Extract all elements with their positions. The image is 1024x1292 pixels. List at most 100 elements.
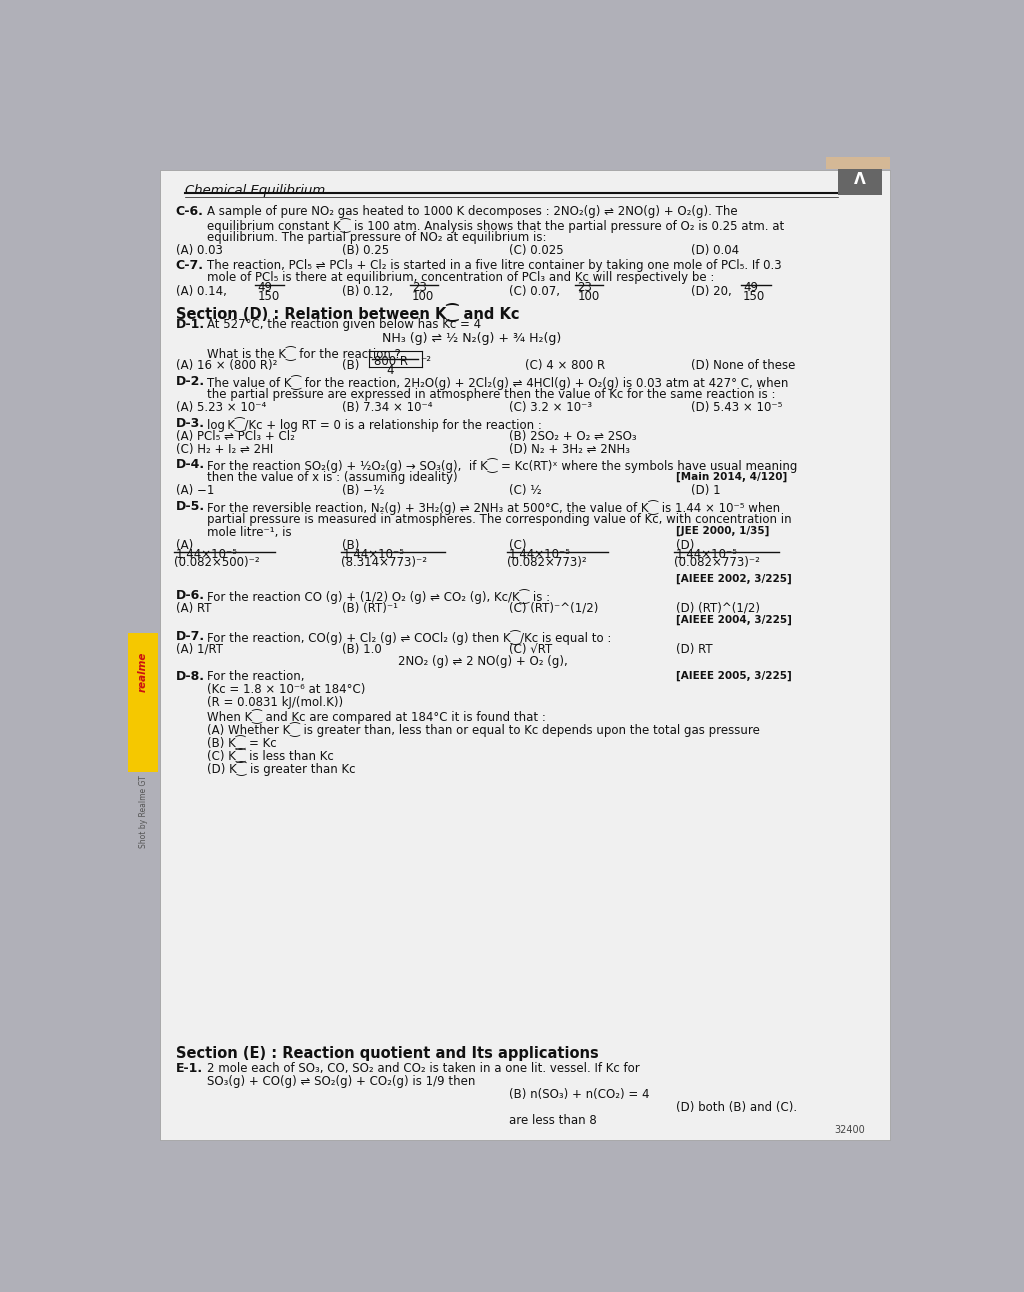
Text: (B) 0.25: (B) 0.25: [342, 244, 389, 257]
Text: mole litre⁻¹, is: mole litre⁻¹, is: [207, 526, 292, 539]
Text: (B) 0.12,: (B) 0.12,: [342, 286, 393, 298]
Text: When K⁐ and Kc are compared at 184°C it is found that :: When K⁐ and Kc are compared at 184°C it …: [207, 709, 546, 724]
Text: What is the K⁐ for the reaction ?: What is the K⁐ for the reaction ?: [207, 346, 401, 360]
Text: The value of K⁐ for the reaction, 2H₂O(g) + 2Cl₂(g) ⇌ 4HCl(g) + O₂(g) is 0.03 at: The value of K⁐ for the reaction, 2H₂O(g…: [207, 375, 788, 390]
FancyBboxPatch shape: [839, 165, 882, 195]
Text: [AIEEE 2004, 3/225]: [AIEEE 2004, 3/225]: [676, 615, 792, 625]
Text: 2 mole each of SO₃, CO, SO₂ and CO₂ is taken in a one lit. vessel. If Kc for: 2 mole each of SO₃, CO, SO₂ and CO₂ is t…: [207, 1062, 640, 1075]
Text: D-6.: D-6.: [176, 589, 205, 602]
Text: (C) K⁐ is less than Kc: (C) K⁐ is less than Kc: [207, 748, 334, 762]
Text: C-6.: C-6.: [176, 205, 204, 218]
Text: (A) 5.23 × 10⁻⁴: (A) 5.23 × 10⁻⁴: [176, 401, 266, 413]
Text: [AIEEE 2005, 3/225]: [AIEEE 2005, 3/225]: [676, 671, 792, 681]
Text: (D) both (B) and (C).: (D) both (B) and (C).: [676, 1101, 797, 1114]
Text: (D) 5.43 × 10⁻⁵: (D) 5.43 × 10⁻⁵: [691, 401, 782, 413]
Text: 1.44×10⁻⁵: 1.44×10⁻⁵: [176, 548, 238, 561]
Text: 100: 100: [412, 291, 434, 304]
Text: (0.082×773)²: (0.082×773)²: [507, 556, 587, 568]
Text: equilibrium. The partial pressure of NO₂ at equilibrium is:: equilibrium. The partial pressure of NO₂…: [207, 231, 547, 244]
Text: (D) 20,: (D) 20,: [691, 286, 732, 298]
Text: 1.44×10⁻⁵: 1.44×10⁻⁵: [342, 548, 404, 561]
Text: (D) 1: (D) 1: [691, 484, 721, 497]
Text: (R = 0.0831 kJ/(mol.K)): (R = 0.0831 kJ/(mol.K)): [207, 696, 343, 709]
Text: log K⁐/Kc + log RT = 0 is a relationship for the reaction :: log K⁐/Kc + log RT = 0 is a relationship…: [207, 417, 543, 432]
Text: A sample of pure NO₂ gas heated to 1000 K decomposes : 2NO₂(g) ⇌ 2NO(g) + O₂(g).: A sample of pure NO₂ gas heated to 1000 …: [207, 205, 738, 218]
Text: (C) √RT: (C) √RT: [509, 642, 552, 655]
Text: 23: 23: [412, 282, 427, 295]
Text: (B): (B): [342, 539, 359, 552]
Text: For the reaction, CO(g) + Cl₂ (g) ⇌ COCl₂ (g) then K⁐/Kc is equal to :: For the reaction, CO(g) + Cl₂ (g) ⇌ COCl…: [207, 629, 611, 645]
Text: 32400: 32400: [835, 1125, 865, 1134]
Text: Λ: Λ: [854, 172, 865, 187]
Text: D-5.: D-5.: [176, 500, 205, 513]
Text: 49: 49: [257, 282, 272, 295]
Text: partial pressure is measured in atmospheres. The corresponding value of Kc, with: partial pressure is measured in atmosphe…: [207, 513, 792, 526]
Text: (B) −½: (B) −½: [342, 484, 385, 497]
FancyBboxPatch shape: [826, 158, 890, 169]
Text: (0.082×500)⁻²: (0.082×500)⁻²: [174, 556, 260, 568]
Text: (B): (B): [342, 359, 359, 372]
Text: (C): (C): [509, 539, 526, 552]
Text: For the reaction,: For the reaction,: [207, 671, 305, 683]
Text: then the value of x is : (assuming ideality): then the value of x is : (assuming ideal…: [207, 472, 458, 484]
FancyBboxPatch shape: [160, 171, 890, 1140]
Text: (C) 3.2 × 10⁻³: (C) 3.2 × 10⁻³: [509, 401, 592, 413]
Text: Shot by Realme GT: Shot by Realme GT: [138, 775, 147, 848]
Text: 4: 4: [386, 364, 393, 377]
Text: [Main 2014, 4/120]: [Main 2014, 4/120]: [676, 472, 786, 482]
Text: (D) None of these: (D) None of these: [691, 359, 796, 372]
Text: (A) RT: (A) RT: [176, 602, 211, 615]
Text: the partial pressure are expressed in atmosphere then the value of Kc for the sa: the partial pressure are expressed in at…: [207, 388, 776, 401]
Text: 100: 100: [578, 291, 599, 304]
Bar: [128, 633, 158, 771]
Text: (C) 4 × 800 R: (C) 4 × 800 R: [524, 359, 605, 372]
Text: E-1.: E-1.: [176, 1062, 203, 1075]
Text: 150: 150: [257, 291, 280, 304]
Text: realme: realme: [138, 651, 148, 691]
Text: 1.44×10⁻⁵: 1.44×10⁻⁵: [676, 548, 737, 561]
Text: (B) n(SO₃) + n(CO₂) = 4: (B) n(SO₃) + n(CO₂) = 4: [509, 1088, 649, 1101]
Text: The reaction, PCl₅ ⇌ PCl₃ + Cl₂ is started in a five litre container by taking o: The reaction, PCl₅ ⇌ PCl₃ + Cl₂ is start…: [207, 258, 782, 271]
Text: (A) 1/RT: (A) 1/RT: [176, 642, 222, 655]
Text: (0.082×773)⁻²: (0.082×773)⁻²: [674, 556, 760, 568]
Text: (8.314×773)⁻²: (8.314×773)⁻²: [341, 556, 427, 568]
Text: equilibrium constant K⁐ is 100 atm. Analysis shows that the partial pressure of : equilibrium constant K⁐ is 100 atm. Anal…: [207, 218, 784, 233]
Text: 23: 23: [578, 282, 592, 295]
Text: D-3.: D-3.: [176, 417, 205, 430]
Text: C-7.: C-7.: [176, 258, 204, 271]
Text: (A) PCl₅ ⇌ PCl₃ + Cl₂: (A) PCl₅ ⇌ PCl₃ + Cl₂: [176, 430, 295, 443]
Text: (B) K⁐ = Kc: (B) K⁐ = Kc: [207, 735, 276, 749]
Text: (A) Whether K⁐ is greater than, less than or equal to Kc depends upon the total : (A) Whether K⁐ is greater than, less tha…: [207, 722, 760, 736]
Text: (D): (D): [676, 539, 694, 552]
Text: (A) 0.03: (A) 0.03: [176, 244, 222, 257]
Text: 800 R: 800 R: [374, 355, 408, 368]
Text: are less than 8: are less than 8: [509, 1114, 597, 1127]
Text: (A) 16 × (800 R)²: (A) 16 × (800 R)²: [176, 359, 276, 372]
Text: ⁻²: ⁻²: [420, 355, 431, 368]
Text: D-8.: D-8.: [176, 671, 205, 683]
Text: (D) (RT)^(1/2): (D) (RT)^(1/2): [676, 602, 760, 615]
Text: (C) ½: (C) ½: [509, 484, 542, 497]
Text: mole of PCl₅ is there at equilibrium, concentration of PCl₃ and Kc will respecti: mole of PCl₅ is there at equilibrium, co…: [207, 271, 715, 284]
Text: Section (D) : Relation between K⁐ and Kc: Section (D) : Relation between K⁐ and Kc: [176, 304, 519, 322]
Text: For the reversible reaction, N₂(g) + 3H₂(g) ⇌ 2NH₃ at 500°C, the value of K⁐ is : For the reversible reaction, N₂(g) + 3H₂…: [207, 500, 780, 516]
Text: (D) N₂ + 3H₂ ⇌ 2NH₃: (D) N₂ + 3H₂ ⇌ 2NH₃: [509, 443, 630, 456]
Text: At 527°C, the reaction given below has Kc = 4: At 527°C, the reaction given below has K…: [207, 318, 481, 331]
Text: (Kc = 1.8 × 10⁻⁶ at 184°C): (Kc = 1.8 × 10⁻⁶ at 184°C): [207, 683, 366, 696]
Text: (C) H₂ + I₂ ⇌ 2HI: (C) H₂ + I₂ ⇌ 2HI: [176, 443, 272, 456]
Text: (D) RT: (D) RT: [676, 642, 713, 655]
Text: For the reaction SO₂(g) + ½O₂(g) → SO₃(g),  if K⁐ = Kc(RT)ˣ where the symbols ha: For the reaction SO₂(g) + ½O₂(g) → SO₃(g…: [207, 459, 798, 473]
Text: D-7.: D-7.: [176, 629, 205, 642]
Text: (A) −1: (A) −1: [176, 484, 214, 497]
Text: [AIEEE 2002, 3/225]: [AIEEE 2002, 3/225]: [676, 574, 792, 584]
Text: (B) 7.34 × 10⁻⁴: (B) 7.34 × 10⁻⁴: [342, 401, 433, 413]
Text: (C) (RT)⁻^(1/2): (C) (RT)⁻^(1/2): [509, 602, 598, 615]
Text: Chemical Equilibrium: Chemical Equilibrium: [185, 183, 326, 196]
Text: D-2.: D-2.: [176, 375, 205, 388]
Text: (D) 0.04: (D) 0.04: [691, 244, 739, 257]
Text: 49: 49: [743, 282, 758, 295]
Text: SO₃(g) + CO(g) ⇌ SO₂(g) + CO₂(g) is 1/9 then: SO₃(g) + CO(g) ⇌ SO₂(g) + CO₂(g) is 1/9 …: [207, 1075, 476, 1088]
Text: 1.44×10⁻⁵: 1.44×10⁻⁵: [509, 548, 571, 561]
Text: [JEE 2000, 1/35]: [JEE 2000, 1/35]: [676, 526, 769, 536]
Text: (C) 0.025: (C) 0.025: [509, 244, 563, 257]
